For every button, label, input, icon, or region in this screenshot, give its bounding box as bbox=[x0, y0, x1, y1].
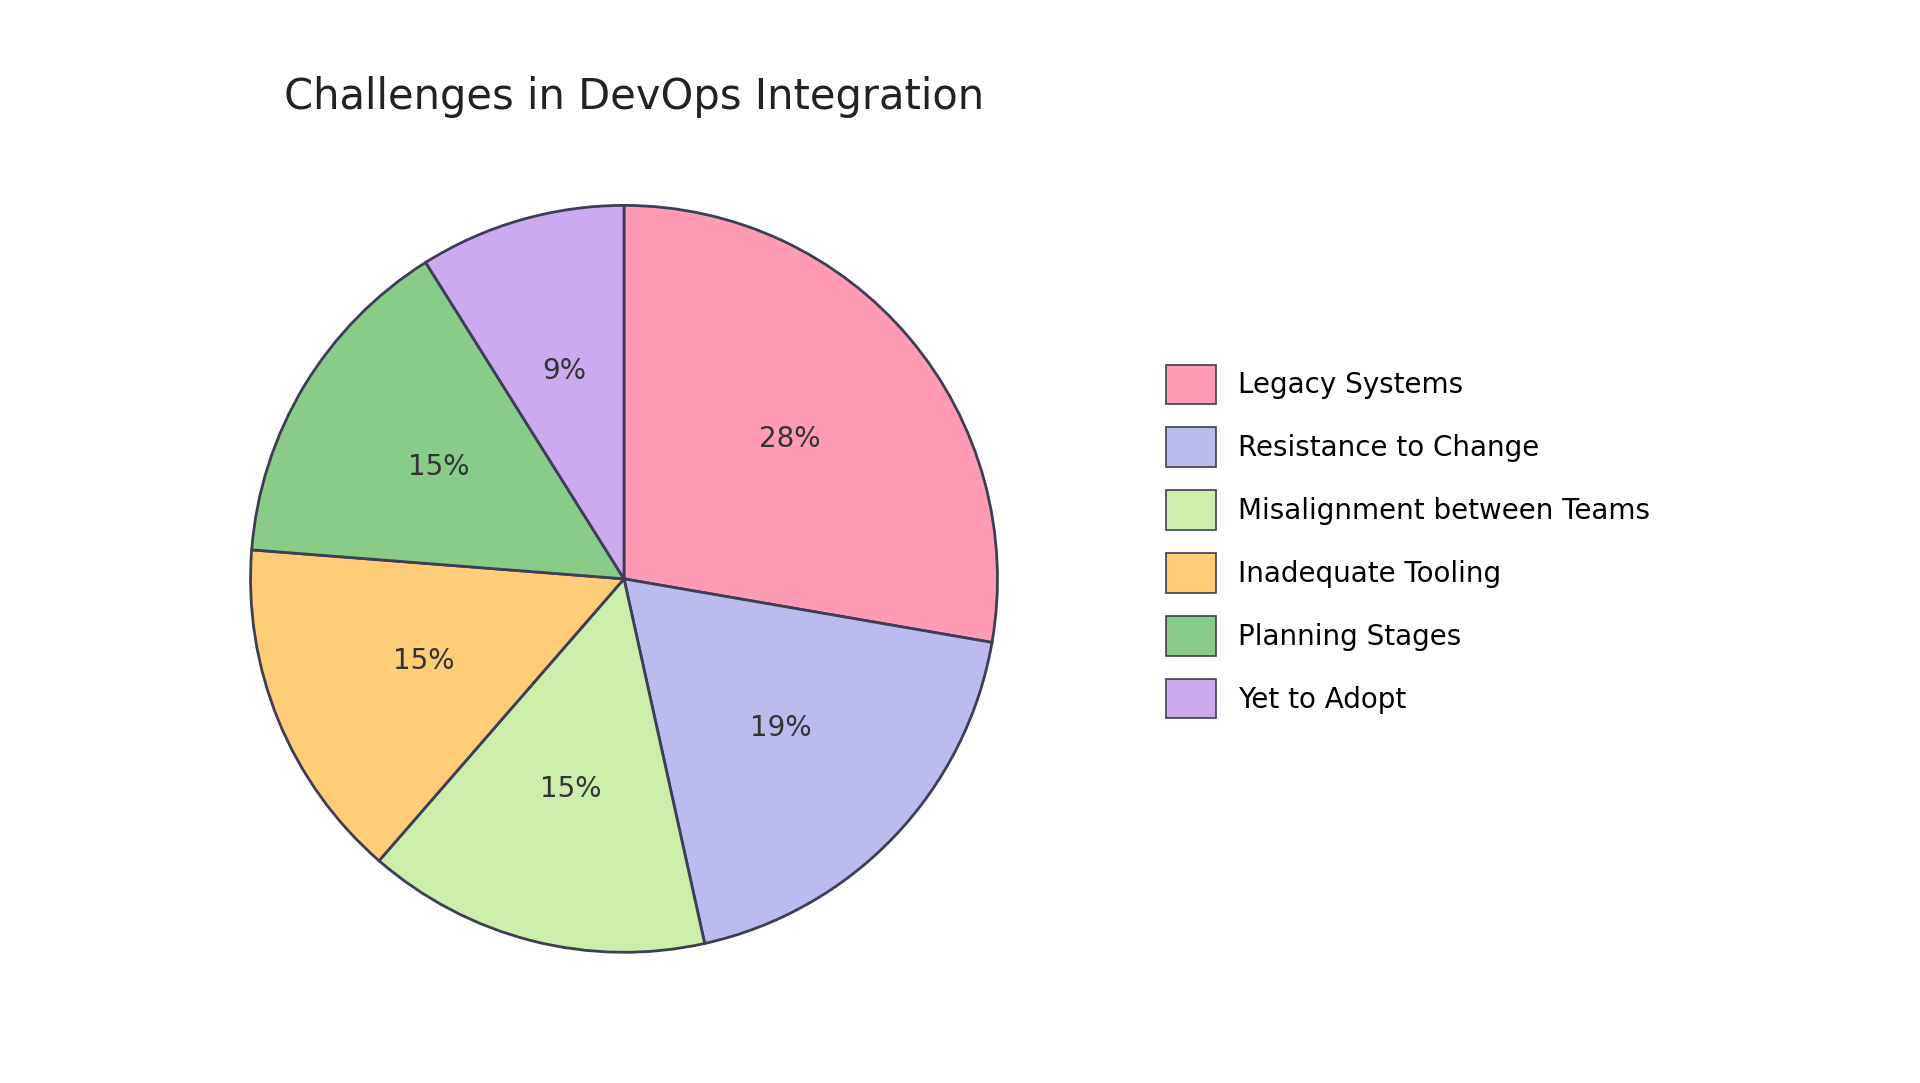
Wedge shape bbox=[250, 550, 624, 861]
Text: 15%: 15% bbox=[540, 774, 601, 803]
Text: 9%: 9% bbox=[541, 356, 586, 384]
Wedge shape bbox=[624, 578, 993, 943]
Legend: Legacy Systems, Resistance to Change, Misalignment between Teams, Inadequate Too: Legacy Systems, Resistance to Change, Mi… bbox=[1165, 365, 1649, 718]
Text: 15%: 15% bbox=[394, 647, 455, 675]
Text: 28%: 28% bbox=[758, 426, 820, 454]
Wedge shape bbox=[426, 206, 624, 578]
Text: 19%: 19% bbox=[751, 715, 812, 742]
Wedge shape bbox=[252, 262, 624, 578]
Text: Challenges in DevOps Integration: Challenges in DevOps Integration bbox=[284, 76, 983, 118]
Wedge shape bbox=[624, 206, 998, 642]
Text: 15%: 15% bbox=[407, 453, 470, 481]
Wedge shape bbox=[378, 578, 705, 952]
